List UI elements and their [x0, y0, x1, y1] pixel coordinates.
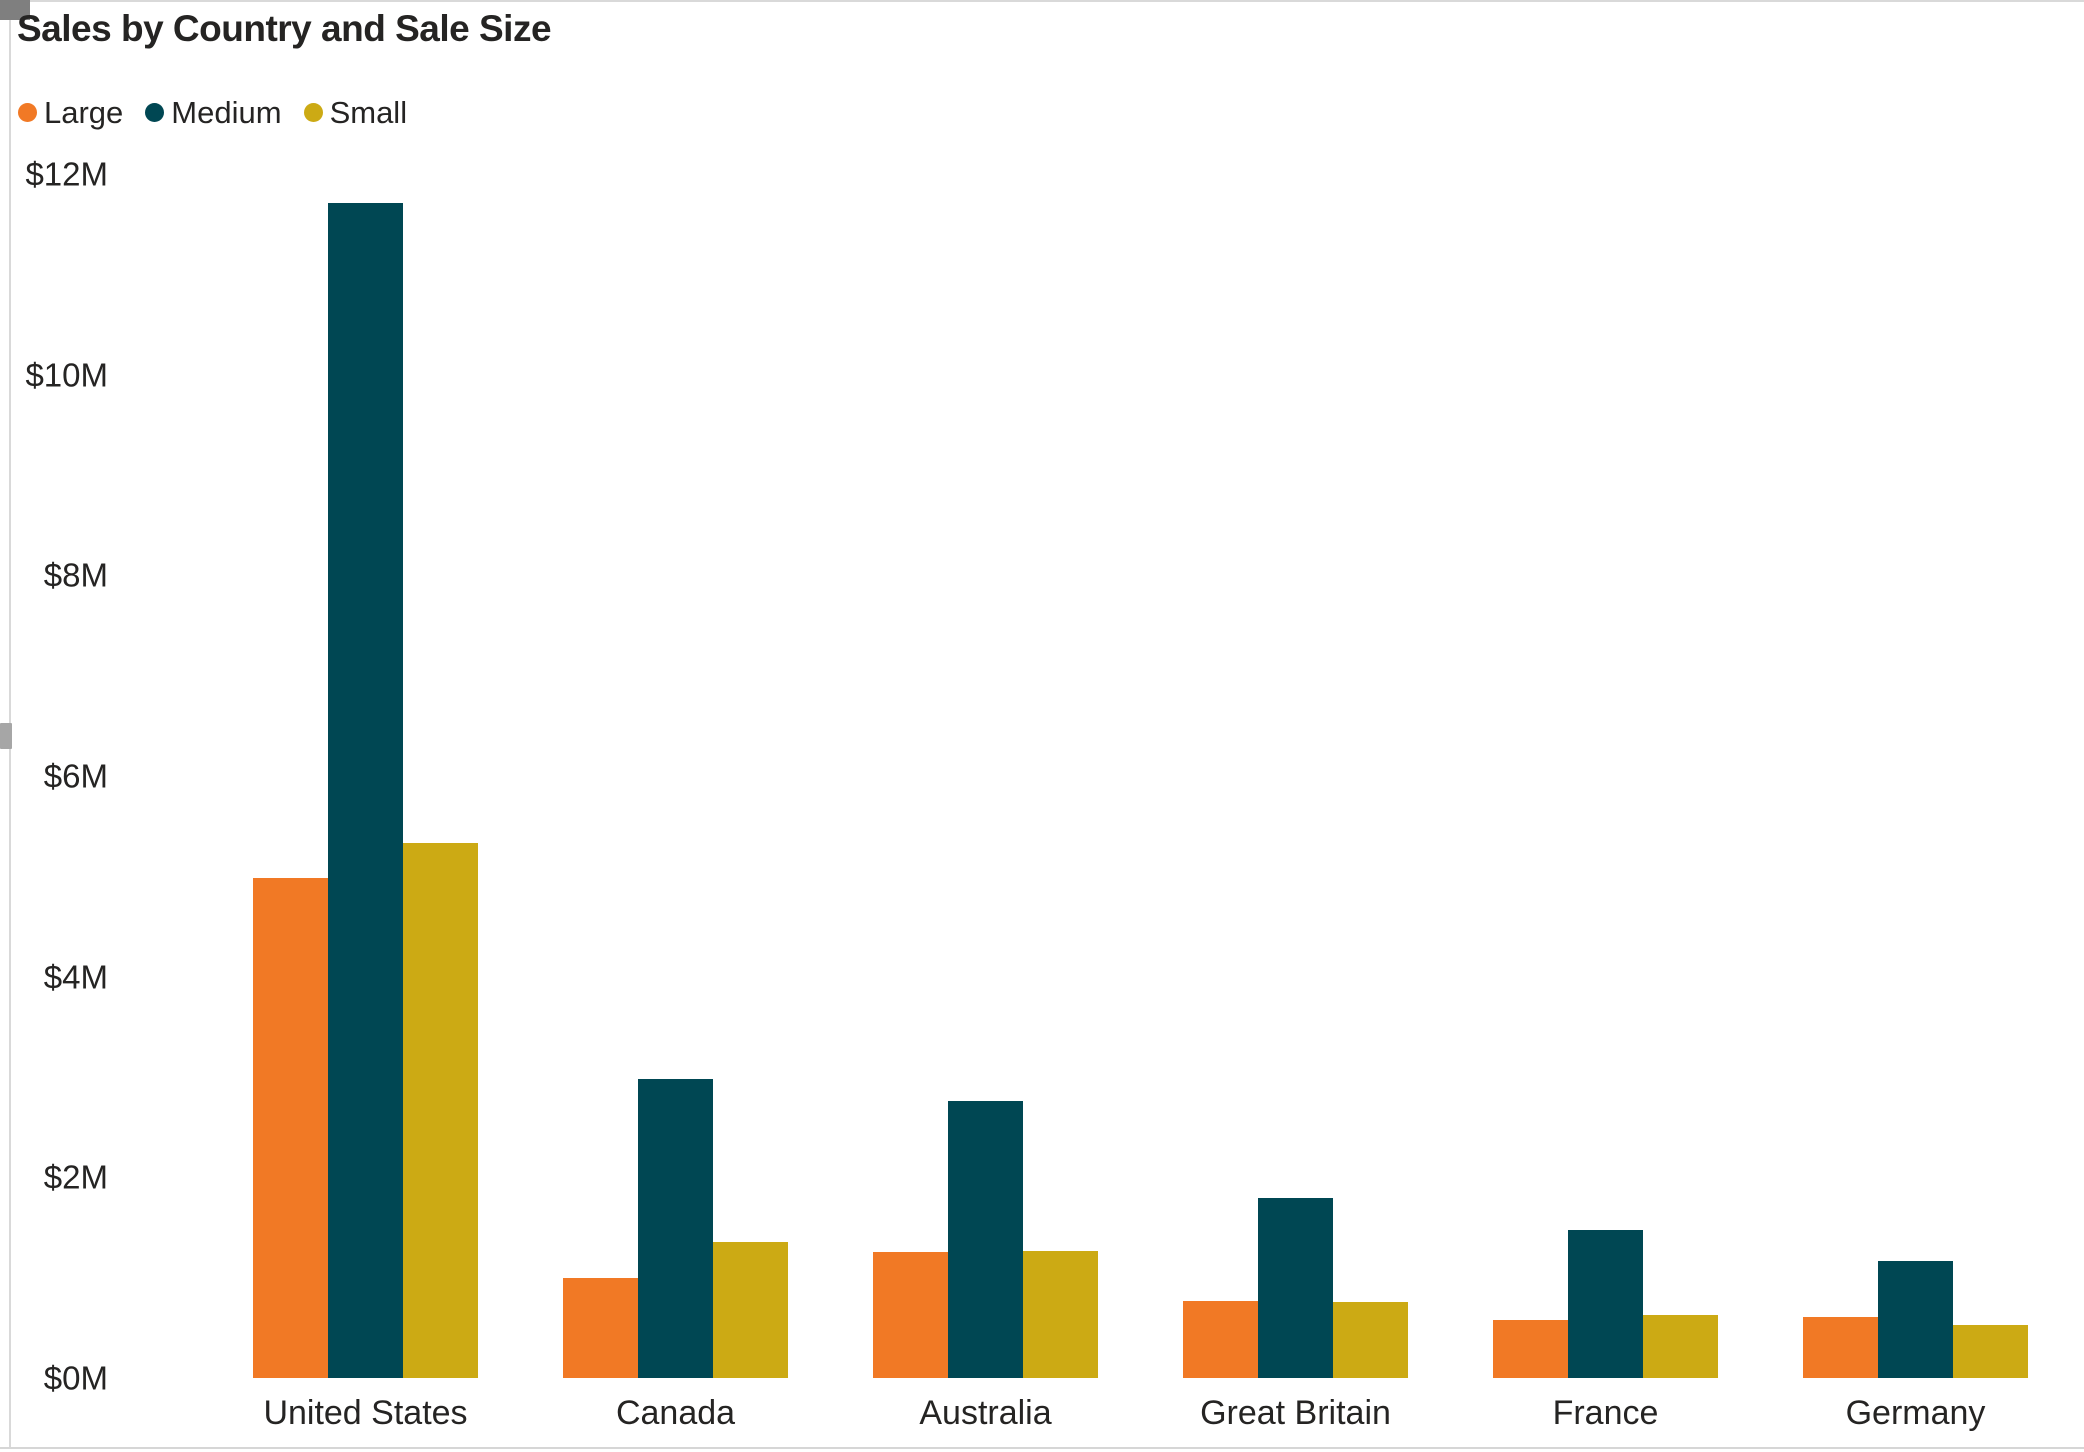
bar-medium-united-states[interactable] — [328, 203, 403, 1378]
bar-large-germany[interactable] — [1803, 1317, 1878, 1378]
bar-large-australia[interactable] — [873, 1252, 948, 1378]
y-axis-tick-10m: $10M — [25, 356, 108, 394]
x-axis-label-germany: Germany — [1845, 1394, 1986, 1432]
bar-small-great-britain[interactable] — [1333, 1302, 1408, 1378]
bar-medium-australia[interactable] — [948, 1101, 1023, 1378]
bar-small-germany[interactable] — [1953, 1325, 2028, 1378]
bar-small-australia[interactable] — [1023, 1251, 1098, 1378]
bar-small-canada[interactable] — [713, 1242, 788, 1378]
pane-corner-block — [0, 0, 30, 20]
legend-dot-small — [303, 102, 323, 122]
legend-item-small[interactable]: Small — [303, 94, 408, 130]
x-axis-label-great-britain: Great Britain — [1200, 1394, 1391, 1432]
legend-label: Small — [329, 94, 408, 130]
y-axis-tick-0m: $0M — [43, 1359, 108, 1397]
chart-legend: Large Medium Small — [18, 94, 429, 130]
y-axis-tick-2m: $2M — [43, 1158, 108, 1196]
y-axis-tick-8m: $8M — [43, 556, 108, 594]
bar-medium-france[interactable] — [1568, 1230, 1643, 1378]
legend-dot-medium — [145, 102, 165, 122]
bar-large-canada[interactable] — [563, 1278, 638, 1378]
legend-dot-large — [18, 102, 37, 122]
bar-small-france[interactable] — [1643, 1315, 1718, 1378]
pane-bottom-border — [0, 1447, 2084, 1449]
x-axis-label-canada: Canada — [615, 1394, 736, 1432]
bar-large-united-states[interactable] — [253, 878, 328, 1378]
bar-medium-germany[interactable] — [1878, 1261, 1953, 1378]
x-axis-label-australia: Australia — [919, 1394, 1052, 1432]
chart-title: Sales by Country and Sale Size — [17, 8, 552, 49]
pane-top-border — [0, 0, 2084, 2]
x-axis-label-france: France — [1552, 1394, 1659, 1432]
pane-splitter-handle[interactable] — [0, 723, 12, 749]
x-axis-label-united-states: United States — [263, 1394, 468, 1432]
legend-label: Large — [44, 94, 124, 130]
legend-item-large[interactable]: Large — [18, 97, 123, 128]
bar-small-united-states[interactable] — [403, 843, 478, 1378]
bar-large-great-britain[interactable] — [1183, 1301, 1258, 1378]
bar-large-france[interactable] — [1493, 1320, 1568, 1378]
y-axis-tick-6m: $6M — [43, 757, 108, 795]
bar-medium-great-britain[interactable] — [1258, 1198, 1333, 1378]
bar-medium-canada[interactable] — [638, 1079, 713, 1378]
y-axis-tick-4m: $4M — [43, 958, 108, 996]
y-axis-tick-12m: $12M — [25, 155, 108, 193]
legend-label: Medium — [171, 94, 282, 130]
legend-item-medium[interactable]: Medium — [145, 94, 282, 130]
